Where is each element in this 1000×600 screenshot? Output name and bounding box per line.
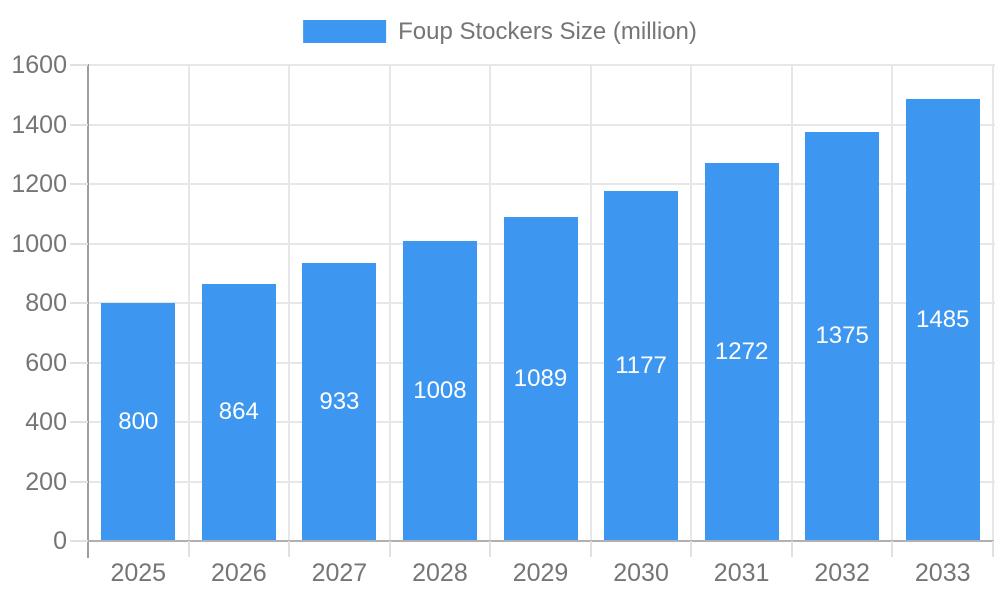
x-axis-label: 2031 [713, 559, 770, 587]
y-axis-label: 0 [53, 527, 67, 555]
v-gridline [489, 65, 492, 541]
bar[interactable] [704, 162, 779, 541]
x-axis-tick [790, 541, 793, 557]
x-axis-label: 2032 [814, 559, 870, 587]
bar-value-label: 1089 [513, 365, 568, 392]
v-gridline [891, 65, 894, 541]
y-axis-tick [70, 540, 88, 542]
bar[interactable] [905, 99, 980, 541]
x-axis-label: 2033 [914, 559, 971, 587]
bar-value-label: 1008 [413, 377, 467, 405]
y-axis-label: 400 [25, 408, 67, 436]
legend[interactable]: Foup Stockers Size (million) [303, 18, 697, 45]
bar[interactable] [805, 131, 880, 541]
y-axis-tick [70, 302, 88, 304]
bar-value-label: 1272 [714, 337, 769, 365]
x-axis-tick [589, 541, 592, 557]
bar[interactable] [604, 190, 679, 541]
x-axis-tick [288, 541, 291, 557]
y-axis-label: 600 [25, 348, 67, 377]
legend-swatch-icon [303, 20, 387, 43]
bar-value-label: 1375 [815, 322, 869, 350]
x-axis-tick [388, 541, 391, 557]
y-axis-tick [70, 421, 88, 423]
v-gridline [690, 65, 693, 541]
v-gridline [288, 65, 291, 541]
x-axis-label: 2026 [211, 559, 267, 587]
v-gridline [388, 65, 391, 541]
bar-value-label: 800 [118, 408, 159, 435]
bar[interactable] [101, 303, 176, 541]
x-axis-label: 2025 [110, 559, 167, 587]
x-axis-tick [992, 541, 994, 557]
y-axis-label: 200 [25, 467, 67, 496]
y-axis-label: 800 [25, 289, 67, 317]
bar-value-label: 933 [319, 388, 360, 416]
h-gridline [88, 64, 995, 66]
x-axis-tick [690, 541, 693, 557]
y-axis-line [87, 64, 89, 558]
bar-value-label: 864 [218, 398, 259, 426]
bar[interactable] [302, 263, 377, 541]
y-axis-tick [70, 64, 88, 66]
x-axis-tick [489, 541, 492, 557]
y-axis-label: 1600 [11, 51, 67, 79]
x-axis-label: 2028 [412, 559, 468, 587]
bar-value-label: 1485 [916, 306, 970, 334]
h-gridline [88, 183, 995, 185]
h-gridline [88, 123, 995, 126]
x-axis-tick [187, 541, 190, 557]
y-axis-tick [70, 242, 88, 245]
y-axis-label: 1400 [11, 110, 67, 139]
v-gridline [992, 65, 994, 541]
y-axis-label: 1000 [11, 229, 67, 258]
y-axis-tick [70, 183, 88, 185]
x-axis-label: 2029 [512, 559, 569, 587]
y-axis-label: 1200 [11, 170, 67, 198]
bar-value-label: 1177 [615, 351, 667, 379]
bar[interactable] [201, 283, 276, 541]
bar[interactable] [402, 241, 477, 541]
x-axis-label: 2027 [311, 559, 368, 587]
v-gridline [589, 65, 592, 541]
y-axis-tick [70, 123, 88, 126]
x-axis-label: 2030 [613, 559, 669, 587]
x-axis-line [87, 540, 994, 542]
y-axis-tick [70, 361, 88, 364]
v-gridline [790, 65, 793, 541]
bar[interactable] [503, 217, 578, 541]
v-gridline [187, 65, 190, 541]
legend-label: Foup Stockers Size (million) [398, 18, 697, 45]
x-axis-tick [891, 541, 894, 557]
y-axis-tick [70, 480, 88, 483]
